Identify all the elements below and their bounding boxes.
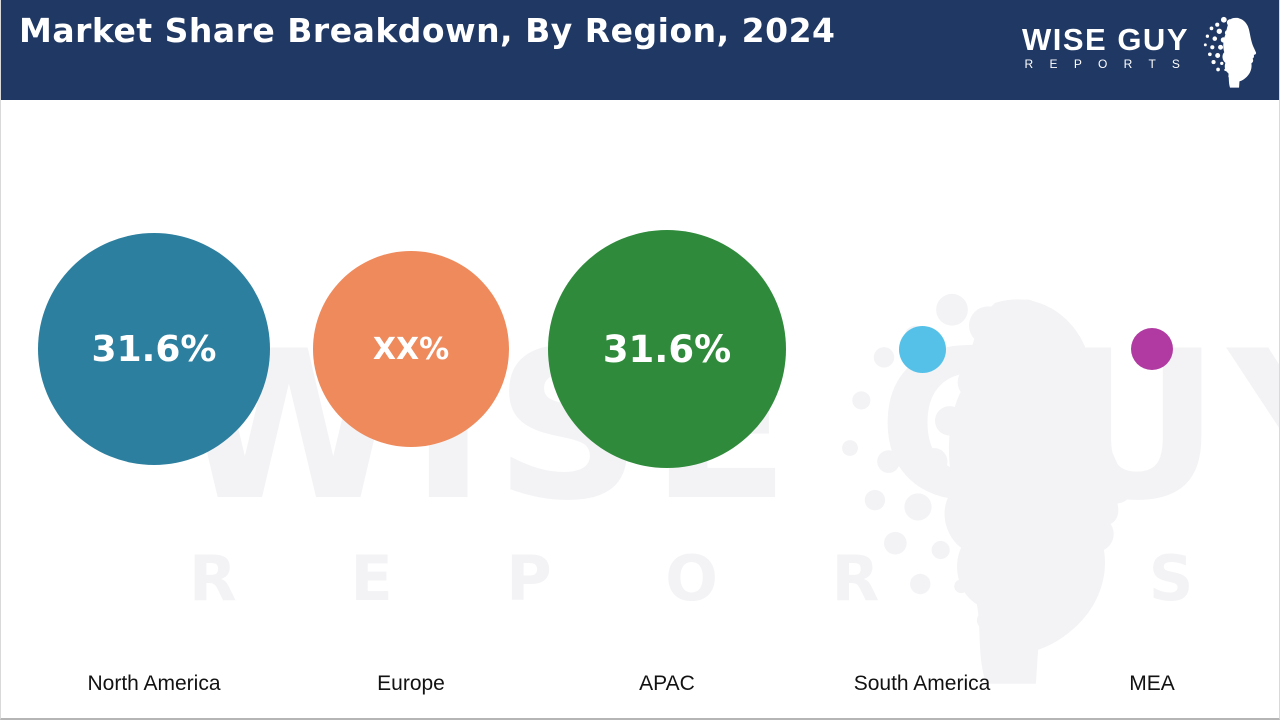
- bubble-mea: [1131, 328, 1173, 370]
- bubble-europe: XX%: [313, 251, 509, 447]
- bubble-value-europe: XX%: [372, 331, 450, 367]
- bubble-value-north-america: 31.6%: [91, 328, 217, 370]
- brand-subtitle: R E P O R T S: [1024, 57, 1187, 71]
- header-bar: Market Share Breakdown, By Region, 2024 …: [1, 0, 1279, 100]
- brand-logo: WISE GUY R E P O R T S: [1017, 8, 1267, 94]
- category-label-europe: Europe: [377, 672, 445, 695]
- chart-area: WISE GUY R E P O R T S 31.6% XX% 31.6% N…: [1, 100, 1279, 718]
- page-title: Market Share Breakdown, By Region, 2024: [19, 11, 836, 50]
- brand-logo-text: WISE GUY R E P O R T S: [1022, 24, 1189, 70]
- bubble-south-america: [898, 325, 946, 373]
- watermark-face-icon: [842, 293, 1130, 684]
- bubble-north-america: 31.6%: [38, 233, 270, 465]
- bubble-apac: 31.6%: [548, 230, 786, 468]
- brand-face-icon: [1203, 16, 1257, 88]
- bubble-value-apac: 31.6%: [602, 327, 732, 371]
- watermark-text-reports: R E P O R T S: [189, 542, 1240, 615]
- category-label-north-america: North America: [87, 672, 221, 695]
- category-label-mea: MEA: [1129, 672, 1175, 695]
- category-label-apac: APAC: [639, 672, 695, 695]
- brand-name: WISE GUY: [1021, 22, 1189, 57]
- category-label-south-america: South America: [853, 672, 991, 695]
